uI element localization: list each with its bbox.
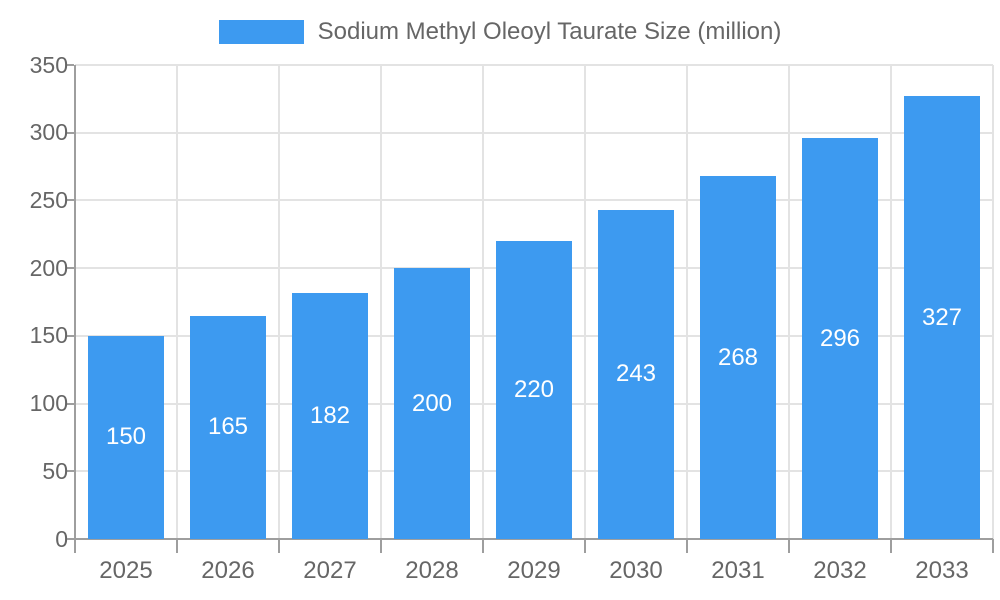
- y-axis-tick-label: 350: [29, 51, 68, 78]
- y-axis-tick-label: 50: [42, 457, 68, 484]
- bar: 220: [496, 241, 572, 539]
- gridline-vertical: [380, 65, 382, 539]
- plot-area: 0 50 100 150 200 250 300 350 150 2025 165 2026 182 20…: [30, 53, 994, 584]
- x-axis-tick: [176, 539, 178, 553]
- x-axis-tick-label: 2032: [813, 557, 867, 584]
- gridline-vertical: [992, 65, 994, 539]
- x-axis-tick-label: 2033: [915, 557, 969, 584]
- x-axis-tick: [278, 539, 280, 553]
- y-axis-tick: [66, 267, 74, 270]
- gridline-vertical: [176, 65, 178, 539]
- x-axis-tick-label: 2027: [303, 557, 357, 584]
- y-axis-tick-label: 100: [29, 390, 68, 417]
- x-axis-tick: [482, 539, 484, 553]
- x-axis-tick: [788, 539, 790, 553]
- y-axis-tick: [66, 131, 74, 134]
- legend-swatch: [218, 20, 304, 44]
- bar: 243: [598, 209, 674, 539]
- x-axis-tick: [992, 539, 994, 553]
- bar: 182: [292, 292, 368, 539]
- y-axis-tick: [66, 402, 74, 405]
- gridline-vertical: [278, 65, 280, 539]
- x-axis-tick-label: 2025: [99, 557, 153, 584]
- x-axis-tick-label: 2026: [201, 557, 255, 584]
- x-axis-tick: [686, 539, 688, 553]
- y-axis-tick: [66, 64, 74, 66]
- y-axis-tick-label: 200: [29, 254, 68, 281]
- bar-value-label: 182: [309, 401, 351, 429]
- y-axis-tick: [66, 470, 74, 473]
- bar-value-label: 220: [513, 376, 555, 404]
- gridline-vertical: [584, 65, 586, 539]
- y-axis-line: [74, 65, 76, 553]
- bar-value-label: 200: [411, 389, 453, 417]
- bar: 296: [802, 138, 878, 539]
- gridline-vertical: [686, 65, 688, 539]
- bar-value-label: 268: [717, 343, 759, 371]
- x-axis-tick: [890, 539, 892, 553]
- legend-label: Sodium Methyl Oleoyl Taurate Size (milli…: [317, 18, 782, 45]
- x-axis-tick: [380, 539, 382, 553]
- gridline-horizontal: [75, 199, 993, 202]
- x-axis-tick: [584, 539, 586, 553]
- y-axis-tick-label: 300: [29, 119, 68, 146]
- bar: 268: [700, 176, 776, 539]
- legend: Sodium Methyl Oleoyl Taurate Size (milli…: [0, 18, 1000, 46]
- bar-value-label: 296: [819, 324, 861, 352]
- x-axis-tick-label: 2030: [609, 557, 663, 584]
- bar-value-label: 243: [615, 360, 657, 388]
- bar: 150: [88, 335, 164, 539]
- bar: 165: [190, 315, 266, 539]
- bar-value-label: 327: [921, 303, 963, 331]
- bar: 200: [394, 268, 470, 539]
- x-axis-line: [67, 538, 993, 540]
- gridline-vertical: [890, 65, 892, 539]
- y-axis-tick: [66, 199, 74, 202]
- y-axis-tick-label: 250: [29, 186, 68, 213]
- bar-value-label: 150: [105, 423, 147, 451]
- y-axis-tick-label: 150: [29, 322, 68, 349]
- gridline-vertical: [482, 65, 484, 539]
- bar: 327: [904, 96, 980, 539]
- gridline-horizontal: [75, 131, 993, 134]
- x-axis-tick-label: 2031: [711, 557, 765, 584]
- gridline-vertical: [788, 65, 790, 539]
- bar-value-label: 165: [207, 413, 249, 441]
- gridline-horizontal: [75, 64, 993, 66]
- x-axis-tick-label: 2029: [507, 557, 561, 584]
- y-axis-tick-label: 0: [55, 525, 68, 552]
- x-axis-tick-label: 2028: [405, 557, 459, 584]
- y-axis-tick: [66, 334, 74, 337]
